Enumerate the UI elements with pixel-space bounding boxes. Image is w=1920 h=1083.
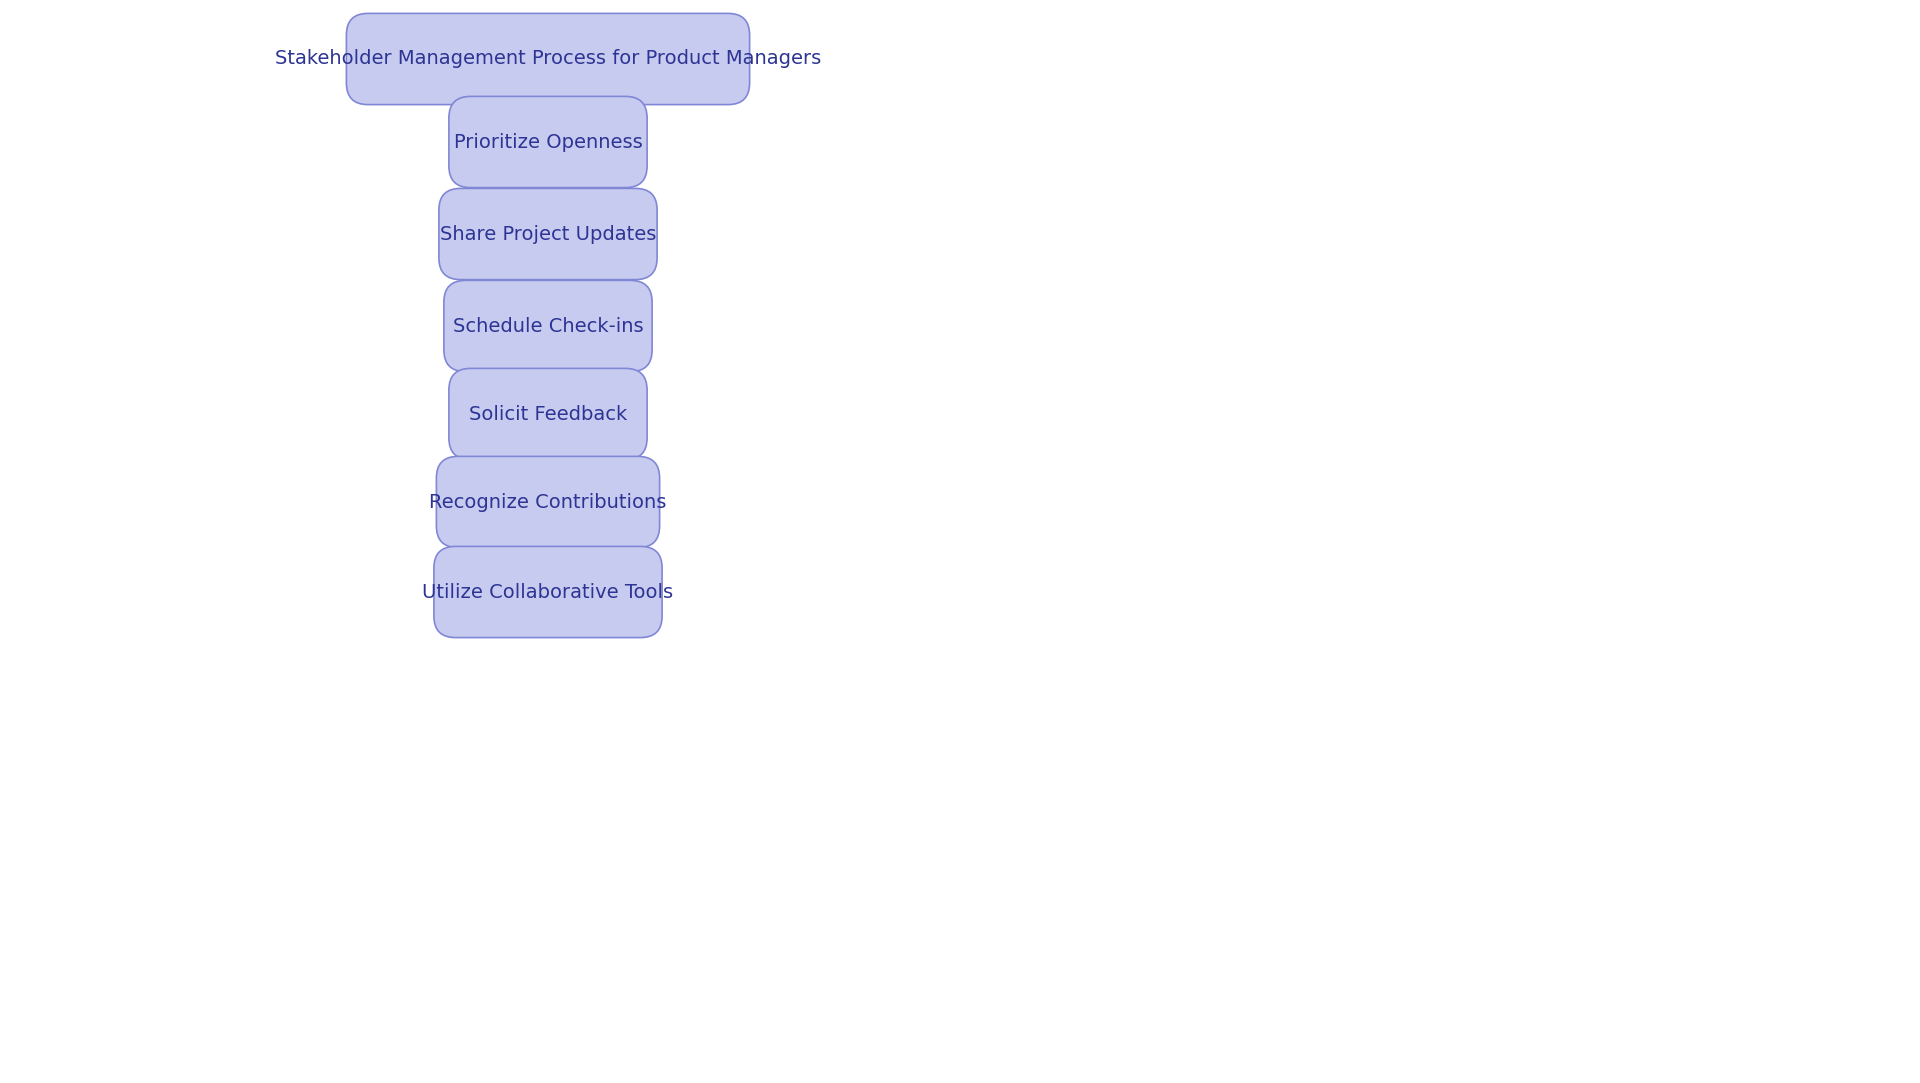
Text: Recognize Contributions: Recognize Contributions	[430, 493, 666, 511]
FancyBboxPatch shape	[346, 13, 749, 105]
Text: Schedule Check-ins: Schedule Check-ins	[453, 316, 643, 336]
Text: Prioritize Openness: Prioritize Openness	[453, 132, 643, 152]
Text: Utilize Collaborative Tools: Utilize Collaborative Tools	[422, 583, 674, 601]
FancyBboxPatch shape	[449, 96, 647, 187]
FancyBboxPatch shape	[434, 547, 662, 638]
FancyBboxPatch shape	[444, 280, 653, 371]
FancyBboxPatch shape	[436, 456, 660, 548]
FancyBboxPatch shape	[449, 368, 647, 459]
FancyBboxPatch shape	[440, 188, 657, 279]
Text: Stakeholder Management Process for Product Managers: Stakeholder Management Process for Produ…	[275, 50, 822, 68]
Text: Share Project Updates: Share Project Updates	[440, 224, 657, 244]
Text: Solicit Feedback: Solicit Feedback	[468, 404, 628, 423]
